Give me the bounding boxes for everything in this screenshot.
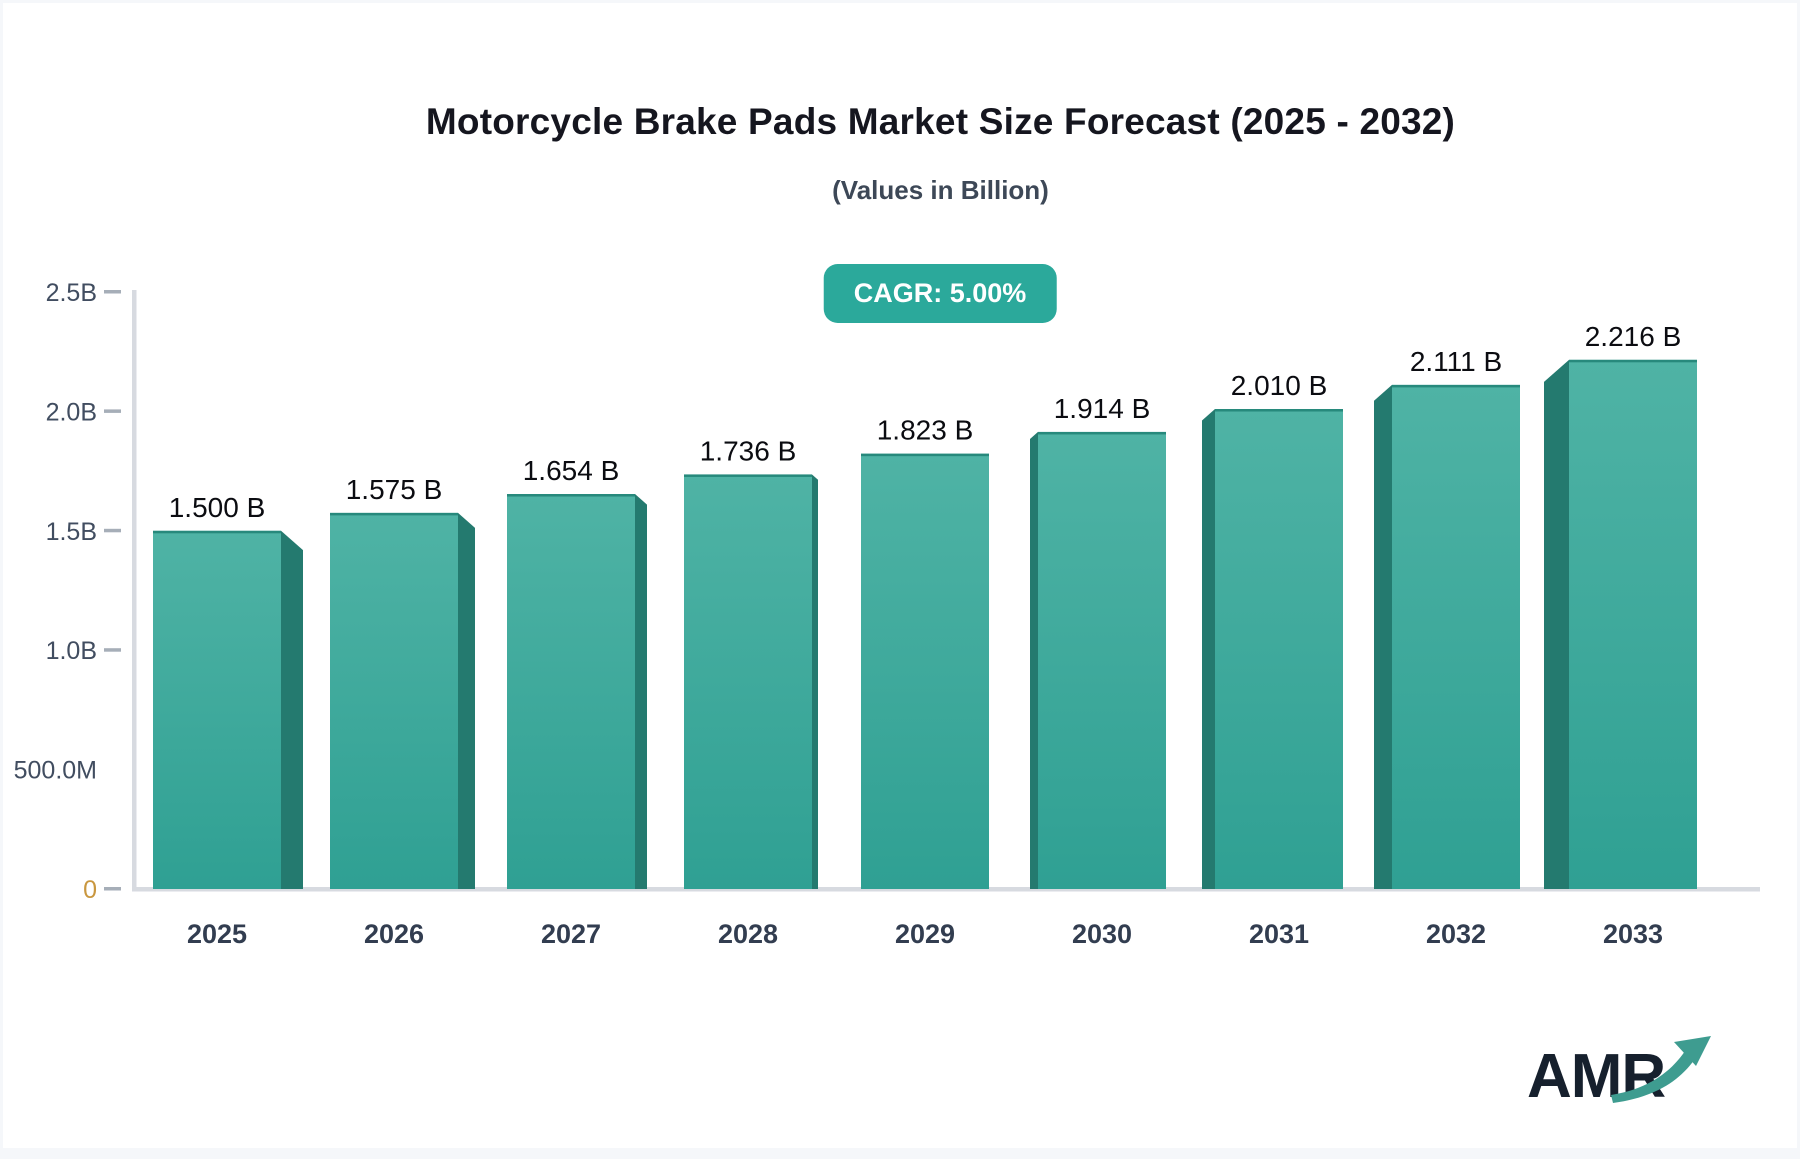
bar-value-label: 1.654 B (523, 455, 620, 486)
x-tick-label: 2033 (1603, 919, 1663, 949)
bar-value-label: 1.823 B (877, 415, 974, 446)
trend-up-arrow-icon (1611, 1036, 1711, 1103)
x-tick-label: 2032 (1426, 919, 1486, 949)
bar-side-face (458, 512, 475, 889)
x-tick-label: 2025 (187, 919, 247, 949)
bar (153, 530, 281, 889)
bar-top-edge (861, 453, 989, 457)
bar-value-label: 2.216 B (1585, 321, 1682, 352)
bar-side-face (281, 530, 303, 889)
y-tick-dash (104, 409, 121, 413)
bar-side-face (635, 494, 647, 889)
y-tick-label: 0 (83, 876, 97, 904)
y-tick-dash (104, 648, 121, 652)
x-axis-line (132, 887, 1760, 892)
bar-value-label: 1.575 B (346, 474, 443, 505)
bar-chart: 2.5B 2.0B 1.5B 1.0B 500.0M 0 1.500 B 2025 1.575 … (14, 279, 1760, 949)
bar-side-face (1202, 409, 1215, 889)
bar (1569, 359, 1697, 889)
bar (507, 494, 635, 889)
bar-top-edge (1038, 431, 1166, 435)
bar-top-edge (1215, 409, 1343, 412)
x-tick-label: 2028 (718, 919, 778, 949)
bar-side-face (1030, 431, 1038, 889)
x-tick-label: 2029 (895, 919, 955, 949)
bar-side-face (1374, 384, 1392, 889)
x-tick-label: 2031 (1249, 919, 1309, 949)
y-tick-label: 1.5B (46, 518, 97, 546)
bar-top-edge (1392, 384, 1520, 388)
y-tick-label: 2.0B (46, 398, 97, 426)
bar (684, 474, 812, 889)
chart-subtitle: (Values in Billion) (832, 175, 1049, 205)
bar-top-edge (1569, 359, 1697, 363)
bar-top-edge (684, 474, 812, 477)
bar (861, 453, 989, 889)
bar-side-face (1544, 359, 1569, 889)
x-tick-label: 2026 (364, 919, 424, 949)
bar (1038, 431, 1166, 889)
y-tick-label: 500.0M (14, 757, 97, 785)
bar-side-face (812, 474, 818, 889)
cagr-badge: CAGR: 5.00% (823, 264, 1057, 323)
bar (1215, 409, 1343, 889)
y-tick-label: 2.5B (46, 279, 97, 307)
bar-value-label: 1.500 B (169, 492, 266, 523)
y-tick-dash (104, 528, 121, 533)
amr-logo: AMR (1527, 1036, 1711, 1111)
y-axis-line (132, 290, 137, 889)
bar (330, 512, 458, 889)
bar-top-edge (507, 494, 635, 497)
x-tick-label: 2027 (541, 919, 601, 949)
y-tick-dash (104, 887, 121, 891)
bar-value-label: 1.736 B (700, 435, 797, 466)
bar-value-label: 2.111 B (1410, 346, 1502, 377)
chart-title: Motorcycle Brake Pads Market Size Foreca… (425, 101, 1456, 142)
x-tick-label: 2030 (1072, 919, 1132, 949)
bar-top-edge (153, 530, 281, 534)
y-tick-label: 1.0B (46, 637, 97, 665)
chart-card: Motorcycle Brake Pads Market Size Foreca… (3, 3, 1797, 1148)
y-tick-dash (104, 290, 121, 294)
bar (1392, 384, 1520, 889)
bar-top-edge (330, 512, 458, 516)
bar-value-label: 1.914 B (1054, 393, 1151, 424)
bar-value-label: 2.010 B (1231, 370, 1328, 401)
amr-logo-text: AMR (1527, 1042, 1665, 1111)
